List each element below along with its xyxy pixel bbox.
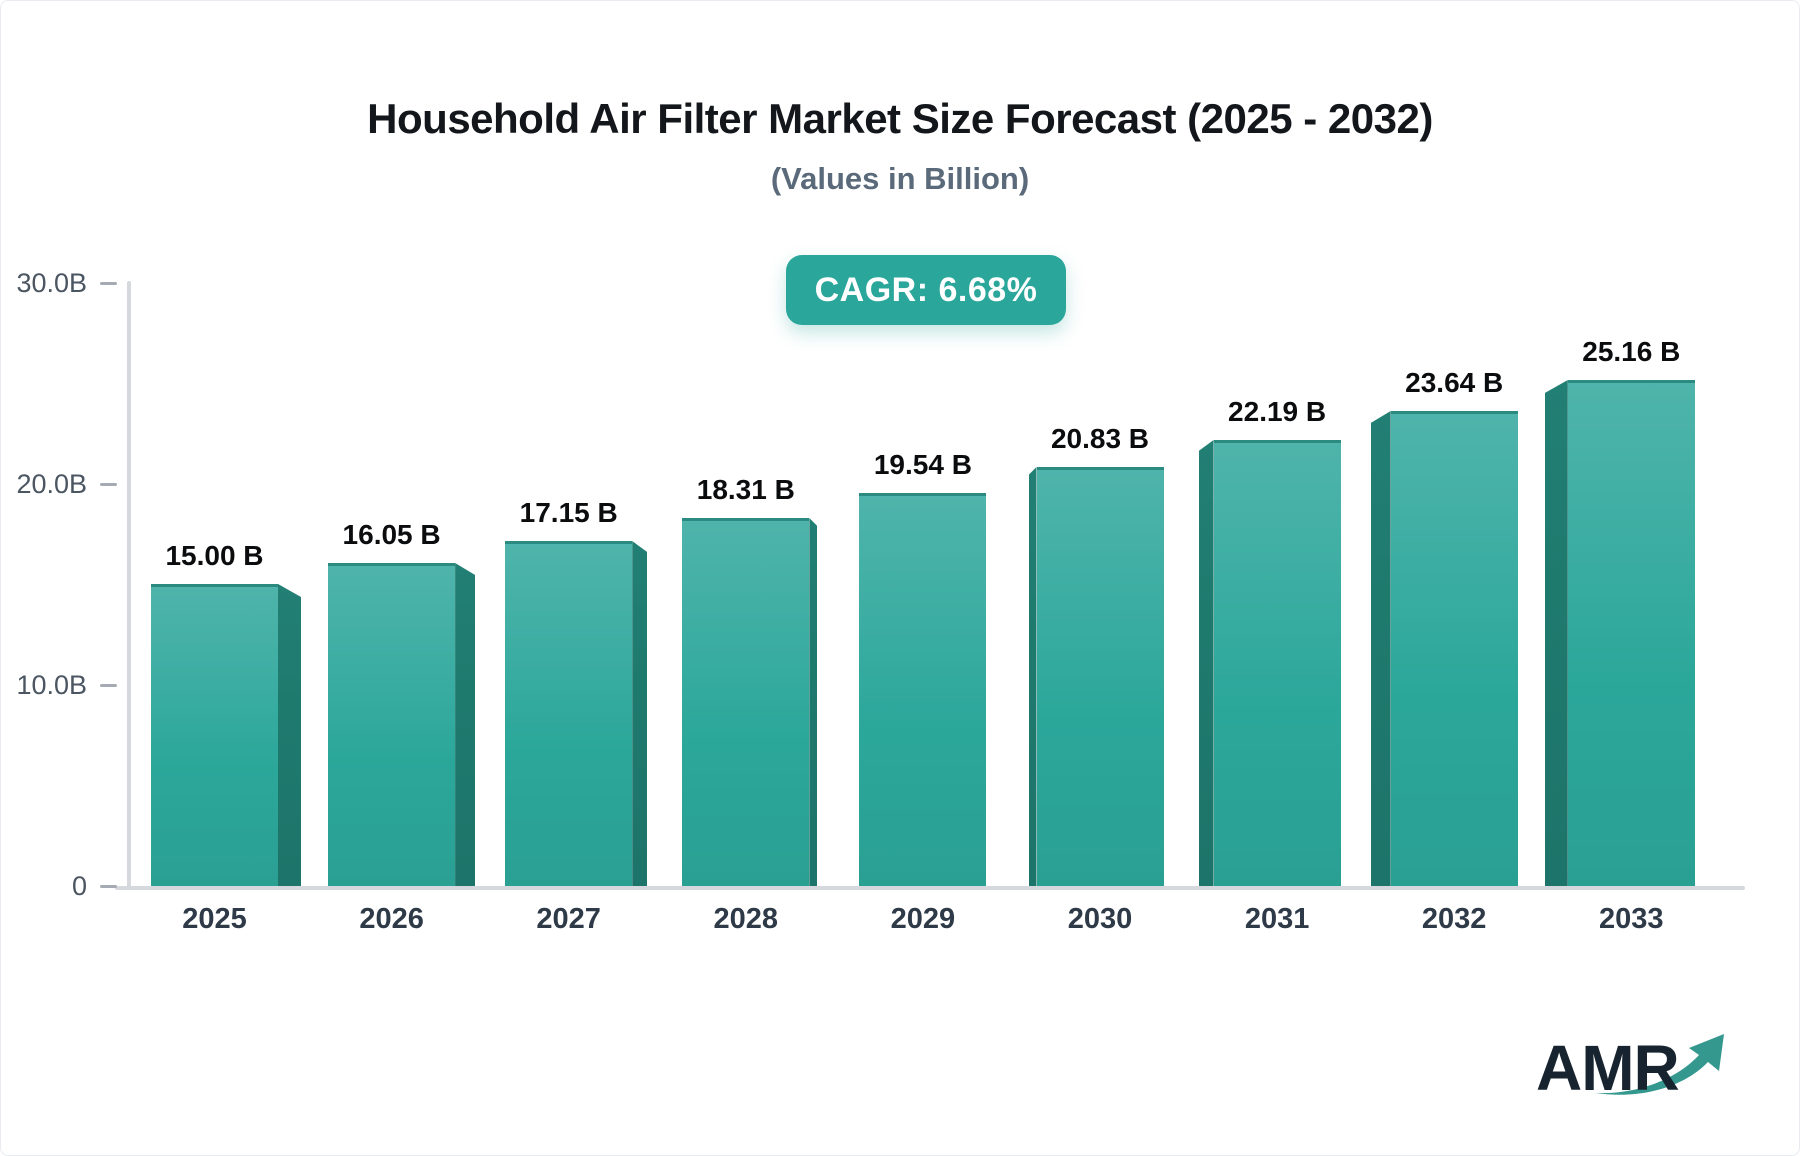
cagr-badge: CAGR: 6.68%	[786, 255, 1066, 325]
bar-side-face	[1370, 411, 1391, 886]
bar-side-face	[1028, 467, 1037, 886]
bar-value-label: 20.83 B	[1050, 423, 1150, 454]
x-axis-line	[115, 886, 1745, 890]
y-tick-mark	[100, 482, 117, 486]
bar	[505, 541, 633, 886]
y-tick-mark	[100, 281, 117, 285]
x-tick-label: 2028	[713, 903, 779, 935]
bar-value-label: 23.64 B	[1405, 367, 1504, 398]
x-tick-label: 2027	[536, 903, 601, 935]
y-tick-label: 20.0B	[16, 469, 87, 499]
y-tick-label: 10.0B	[16, 670, 87, 700]
cagr-badge-label: CAGR: 6.68%	[814, 270, 1038, 309]
x-tick-label: 2026	[359, 903, 424, 935]
y-tick-mark	[100, 884, 117, 888]
bar-value-label: 15.00 B	[165, 540, 264, 571]
bar-side-face	[1544, 380, 1568, 886]
bar-side-face	[632, 541, 648, 886]
bar	[151, 584, 278, 886]
y-axis-line	[127, 281, 131, 890]
bar-side-face	[455, 563, 476, 886]
bar	[1567, 380, 1695, 886]
bar	[1036, 467, 1164, 886]
bar-value-label: 16.05 B	[342, 519, 441, 550]
chart-subtitle: (Values in Billion)	[770, 161, 1030, 196]
y-tick-label: 0	[71, 871, 87, 901]
bar-side-face	[809, 518, 818, 886]
amr-logo: AMR	[1536, 1031, 1756, 1121]
x-tick-label: 2030	[1067, 903, 1133, 935]
bar	[1390, 411, 1518, 886]
bar-value-label: 22.19 B	[1228, 396, 1327, 427]
bar-side-face	[1198, 440, 1214, 886]
bar-value-label: 17.15 B	[519, 497, 618, 528]
bar-side-face	[278, 584, 301, 886]
x-tick-label: 2032	[1421, 903, 1487, 935]
chart-title: Household Air Filter Market Size Forecas…	[367, 95, 1433, 142]
bar	[859, 493, 987, 886]
x-tick-label: 2033	[1599, 903, 1664, 935]
growth-arrow-icon	[1595, 1034, 1724, 1095]
y-tick-mark	[100, 683, 117, 687]
x-tick-label: 2031	[1244, 903, 1310, 935]
y-tick-label: 30.0B	[16, 268, 87, 298]
x-tick-label: 2029	[890, 903, 956, 935]
bar-value-label: 25.16 B	[1582, 336, 1681, 367]
bar	[1213, 440, 1341, 886]
bar	[328, 563, 456, 886]
bar	[682, 518, 810, 886]
bar-value-label: 18.31 B	[696, 474, 795, 505]
x-tick-label: 2025	[182, 903, 247, 935]
bar-value-label: 19.54 B	[873, 449, 972, 480]
amr-logo-text: AMR	[1536, 1032, 1680, 1104]
